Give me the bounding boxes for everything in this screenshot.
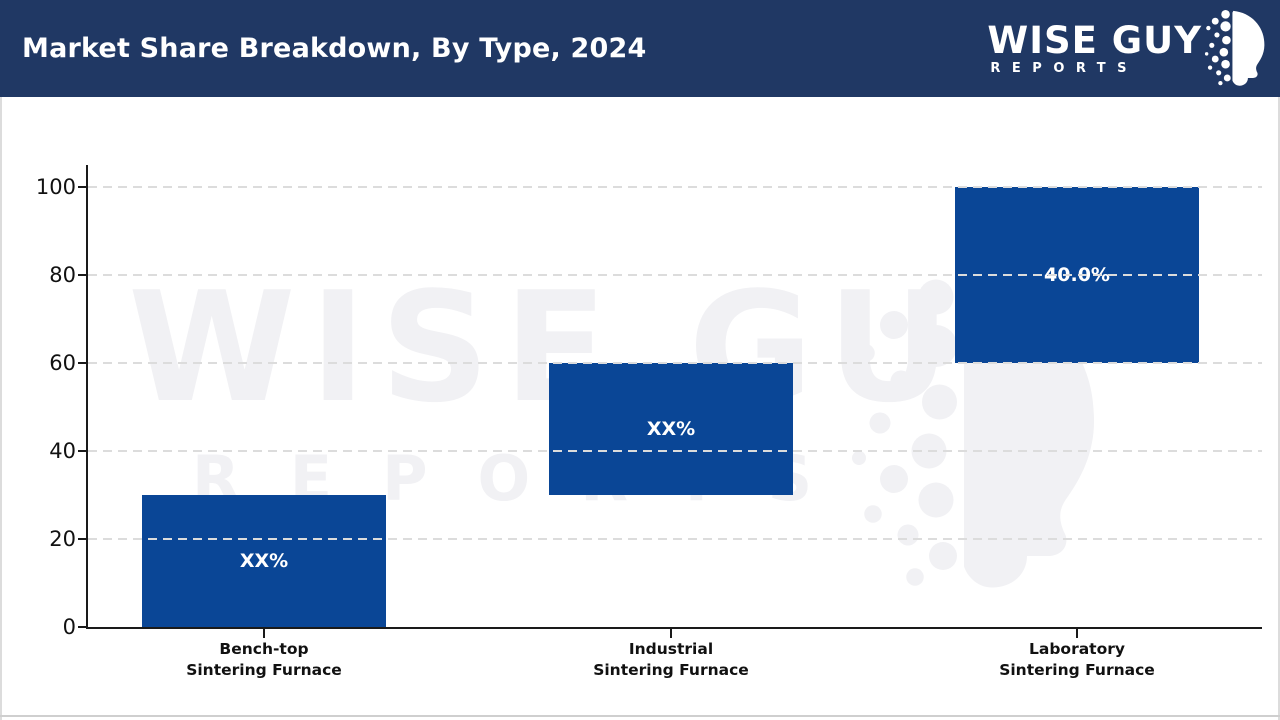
category-label: Laboratory Sintering Furnace: [999, 640, 1155, 679]
gridline: [88, 274, 1262, 276]
page-border-right: [1278, 97, 1280, 720]
brand-logo-text: WISE GUY REPORTS: [987, 22, 1202, 75]
brand-name: WISE GUY: [987, 19, 1202, 62]
y-tick-label: 40: [49, 439, 76, 463]
header-banner: Market Share Breakdown, By Type, 2024 WI…: [0, 0, 1280, 97]
y-tick-mark: [78, 186, 87, 188]
page-border-bottom: [0, 715, 1280, 717]
gridline: [88, 186, 1262, 188]
page-border-left: [0, 97, 2, 720]
brand-head-icon: [1186, 3, 1272, 95]
bar: XX%: [142, 495, 386, 627]
y-tick-label: 20: [49, 527, 76, 551]
category-label: Bench-top Sintering Furnace: [186, 640, 342, 679]
y-tick-mark: [78, 362, 87, 364]
y-tick-mark: [78, 538, 87, 540]
category-label: Industrial Sintering Furnace: [593, 640, 749, 679]
x-tick-mark: [263, 629, 265, 638]
x-tick-mark: [1076, 629, 1078, 638]
y-tick-label: 80: [49, 263, 76, 287]
bar-value-label: XX%: [646, 418, 696, 440]
gridline: [88, 450, 1262, 452]
y-tick-label: 0: [62, 615, 76, 639]
bar-value-label: XX%: [239, 550, 289, 572]
brand-logo: WISE GUY REPORTS: [987, 3, 1280, 95]
brand-subtitle: REPORTS: [990, 61, 1139, 76]
x-axis-line: [86, 627, 1262, 629]
gridline: [88, 538, 1262, 540]
chart-title: Market Share Breakdown, By Type, 2024: [22, 33, 647, 64]
y-tick-mark: [78, 450, 87, 452]
y-tick-label: 60: [49, 351, 76, 375]
y-tick-label: 100: [35, 175, 76, 199]
y-tick-mark: [78, 274, 87, 276]
bar: XX%: [549, 363, 793, 495]
y-axis-line: [86, 165, 88, 629]
y-tick-mark: [78, 626, 87, 628]
gridline: [88, 362, 1262, 364]
x-tick-mark: [670, 629, 672, 638]
